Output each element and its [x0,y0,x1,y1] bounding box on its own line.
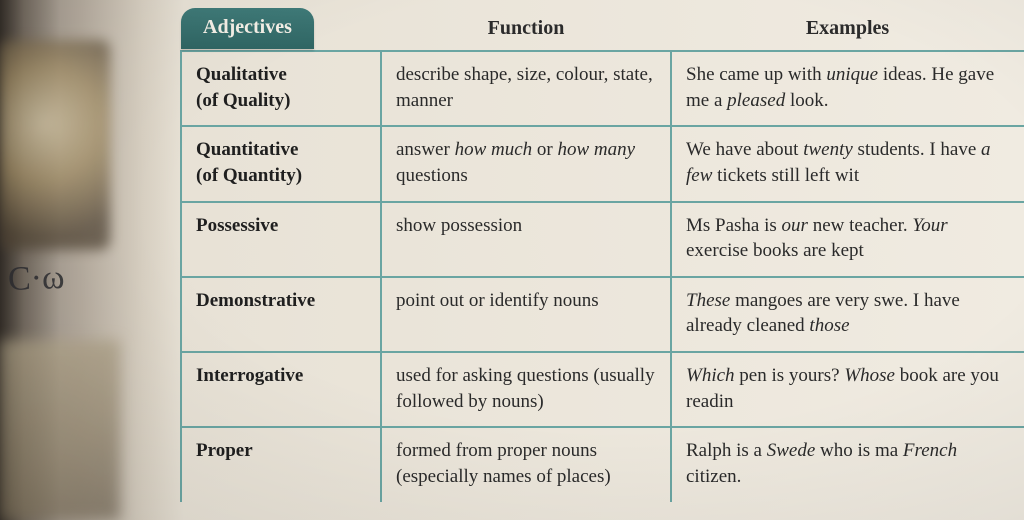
cell-function: formed from proper nouns (especially nam… [381,427,671,501]
adjective-sub: (of Quality) [196,90,290,111]
header-pill-adjectives: Adjectives [181,8,314,49]
table-body: Qualitative (of Quality) describe shape,… [181,51,1024,502]
cell-examples: Ralph is a Swede who is ma French citize… [671,427,1024,501]
cell-examples: We have about twenty students. I have a … [671,126,1024,201]
header-cell-adjectives: Adjectives [181,6,381,51]
cell-examples: Which pen is yours? Whose book are you r… [671,352,1024,427]
header-cell-function: Function [381,6,671,51]
table-row: Qualitative (of Quality) describe shape,… [181,51,1024,126]
adjective-name: Qualitative [196,64,287,85]
adjective-name: Interrogative [196,365,303,386]
adjective-name: Demonstrative [196,290,315,311]
table-row: Demonstrative point out or identify noun… [181,277,1024,352]
cell-function: describe shape, size, colour, state, man… [381,51,671,126]
cell-adjective: Qualitative (of Quality) [181,51,381,126]
adjective-name: Proper [196,440,253,461]
cell-adjective: Demonstrative [181,277,381,352]
cell-adjective: Possessive [181,202,381,277]
handwritten-margin-note: C·ω [7,259,65,299]
cell-adjective: Interrogative [181,352,381,427]
adjective-name: Quantitative [196,139,298,160]
cell-examples: She came up with unique ideas. He gave m… [671,51,1024,126]
cell-function: point out or identify nouns [381,277,671,352]
table-row: Interrogative used for asking questions … [181,352,1024,427]
cell-adjective: Proper [181,427,381,501]
adjective-sub: (of Quantity) [196,165,302,186]
cell-examples: These mangoes are very swe. I have alrea… [671,277,1024,352]
table-row: Possessive show possession Ms Pasha is o… [181,202,1024,277]
book-gutter: C·ω [0,0,180,520]
table-row: Proper formed from proper nouns (especia… [181,427,1024,501]
header-cell-examples: Examples [671,6,1024,51]
table-header-row: Adjectives Function Examples [181,6,1024,51]
cell-adjective: Quantitative (of Quantity) [181,126,381,201]
cell-function: show possession [381,202,671,277]
cell-function: used for asking questions (usually follo… [381,352,671,427]
adjectives-table: Adjectives Function Examples Qualitative… [180,6,1024,502]
table-row: Quantitative (of Quantity) answer how mu… [181,126,1024,201]
table-region: Adjectives Function Examples Qualitative… [180,0,1024,520]
cell-function: answer how much or how many questions [381,126,671,201]
page-scan: C·ω Adjectives Function Examples Qu [0,0,1024,520]
adjacent-page-blur-bottom [0,340,120,520]
adjective-name: Possessive [196,215,278,236]
adjacent-page-blur-top [0,40,110,250]
cell-examples: Ms Pasha is our new teacher. Your exerci… [671,202,1024,277]
